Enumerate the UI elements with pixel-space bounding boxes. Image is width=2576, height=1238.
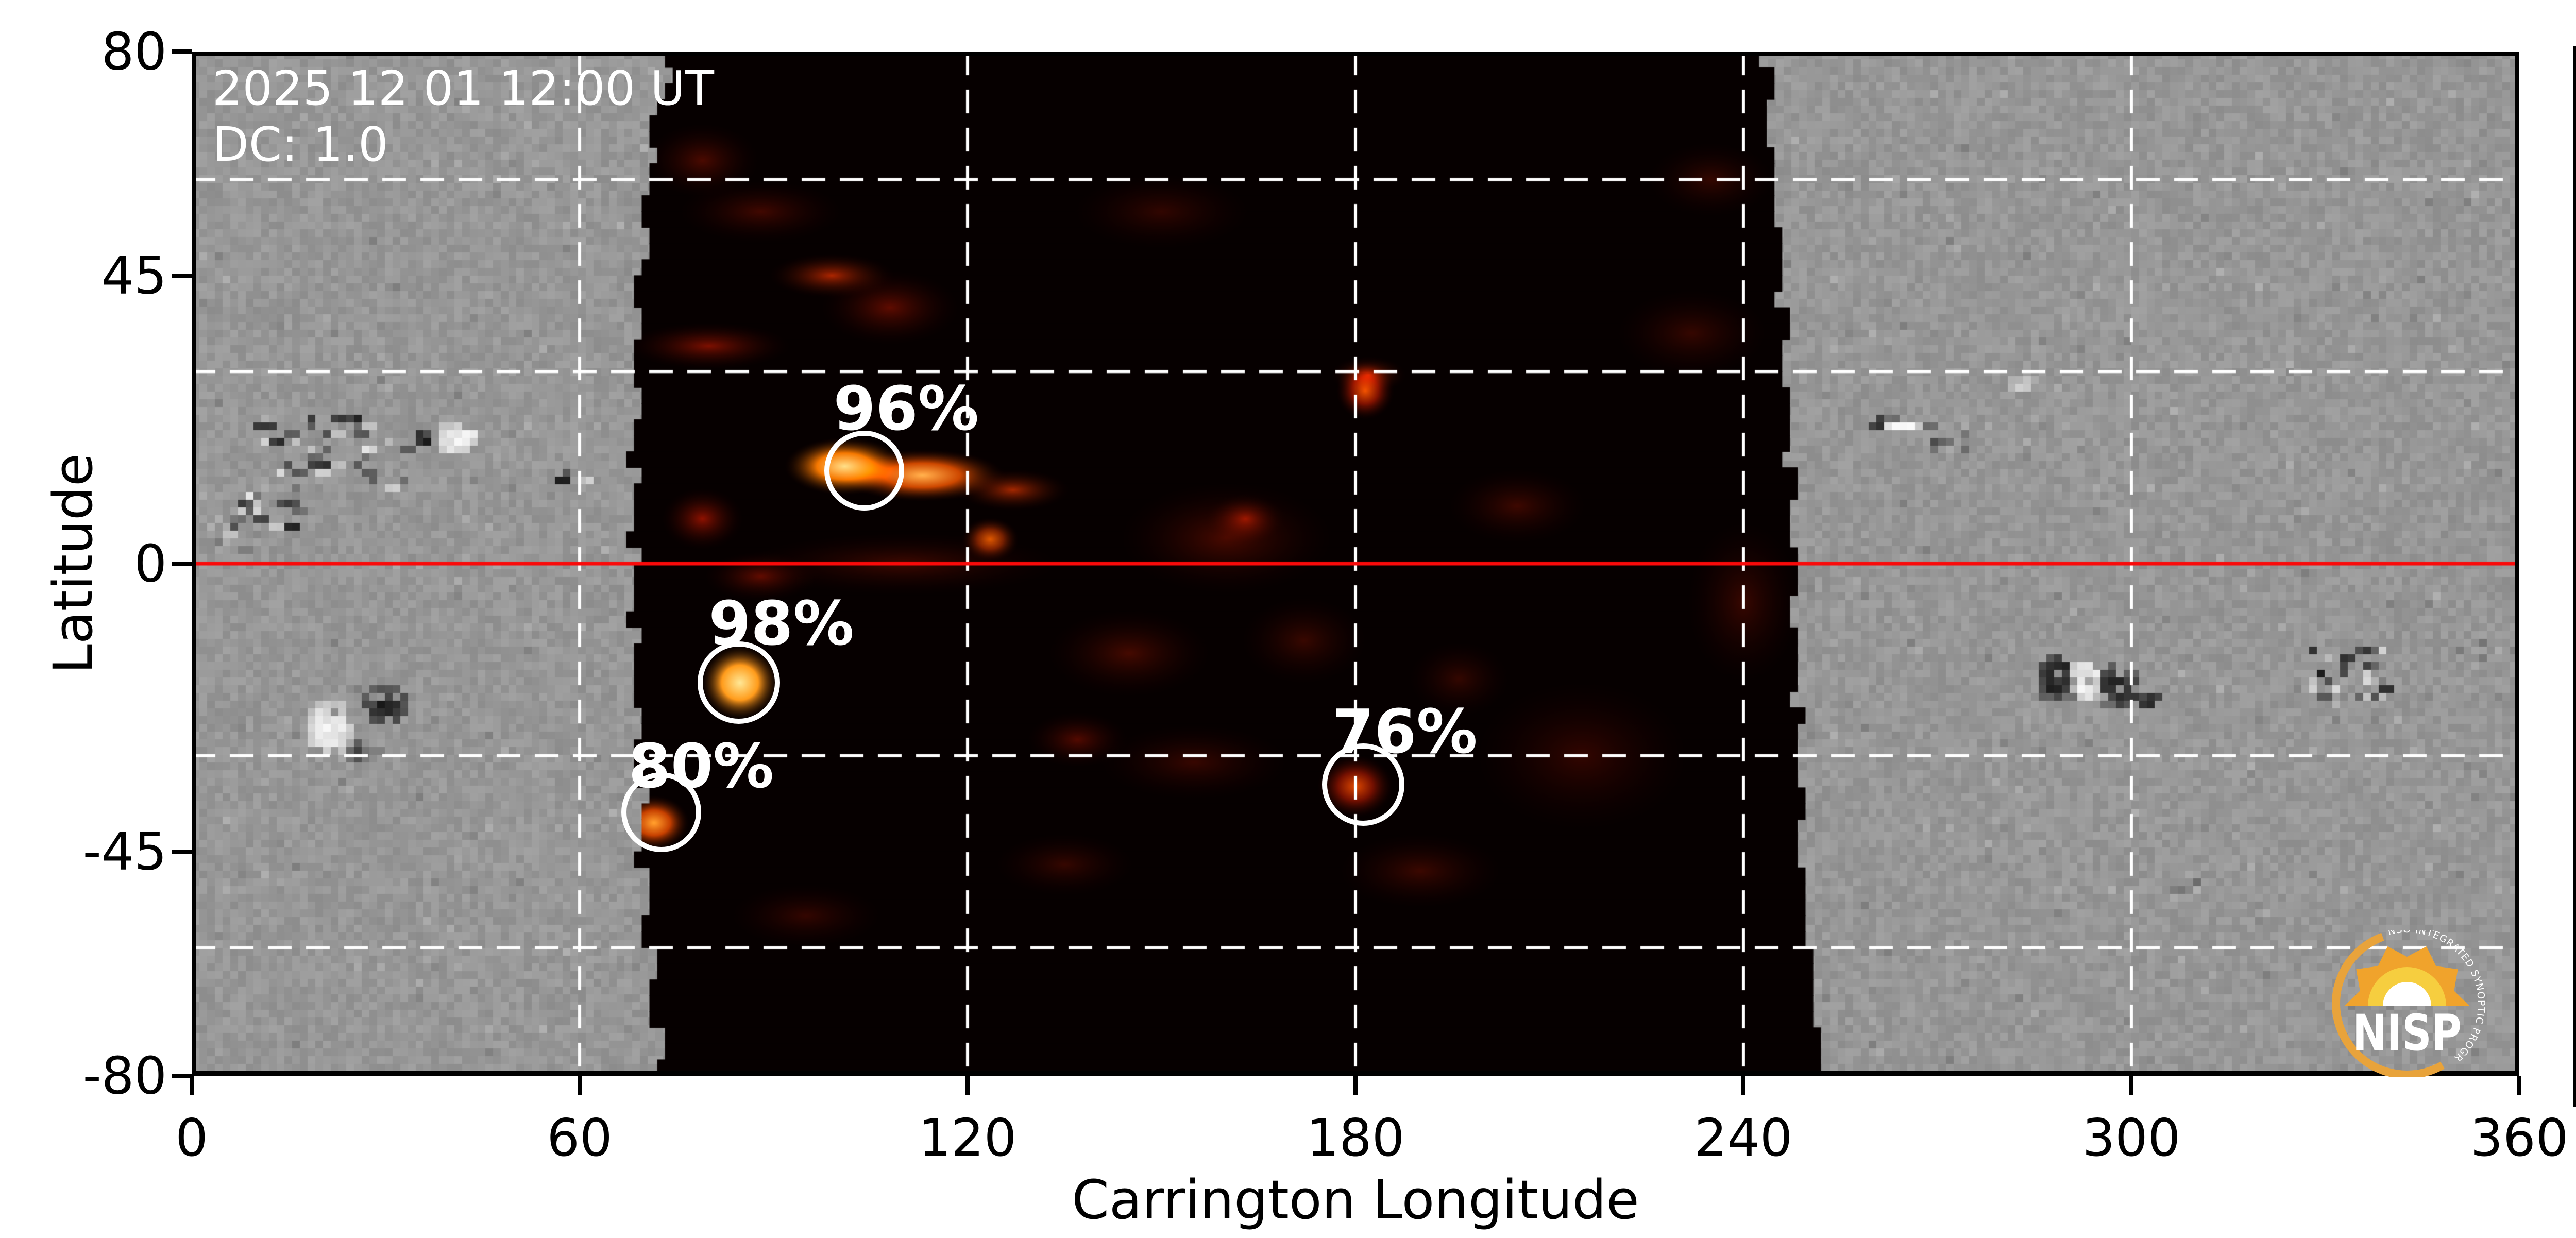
detection-circle — [1322, 743, 1405, 826]
y-tickmark — [172, 49, 192, 54]
logo-ring-arc — [2332, 932, 2445, 1077]
x-tick-label: 0 — [175, 1108, 208, 1168]
y-tick-label: 45 — [101, 245, 167, 306]
detection-label: 76% — [1332, 696, 1478, 767]
detection-circle — [824, 431, 904, 511]
x-tickmark — [2129, 1076, 2133, 1095]
farside-colorbar — [2573, 46, 2576, 1107]
x-tickmark — [965, 1076, 970, 1095]
x-tickmark — [1741, 1076, 1745, 1095]
x-tick-label: 180 — [1306, 1108, 1405, 1168]
magnetogram-heatmap — [192, 52, 2519, 1076]
x-tick-label: 300 — [2082, 1108, 2181, 1168]
y-tickmark — [172, 850, 192, 854]
detection-circle — [697, 641, 780, 724]
nisp-logo: NISP NSO INTEGRATED SYNOPTIC PROGRAM — [2325, 930, 2486, 1077]
detection-circle — [621, 772, 701, 852]
dc-value-text: DC: 1.0 — [212, 116, 388, 172]
x-tick-label: 120 — [918, 1108, 1017, 1168]
y-tickmark — [172, 1074, 192, 1078]
detection-label: 98% — [708, 587, 854, 659]
x-tick-label: 60 — [547, 1108, 613, 1168]
y-tick-label: -80 — [82, 1045, 167, 1106]
x-tickmark — [1353, 1076, 1358, 1095]
x-tickmark — [578, 1076, 582, 1095]
y-tickmark — [172, 273, 192, 278]
y-tick-label: 0 — [134, 533, 167, 594]
detection-label: 96% — [833, 373, 979, 445]
sun-core-icon — [2383, 982, 2431, 1006]
timestamp-text: 2025 12 01 12:00 UT — [212, 61, 714, 116]
y-axis-label: Latitude — [42, 453, 105, 674]
x-tickmark — [190, 1076, 194, 1095]
x-tick-label: 240 — [1694, 1108, 1793, 1168]
x-tick-label: 360 — [2470, 1108, 2569, 1168]
timestamp-overlay: 2025 12 01 12:00 UT DC: 1.0 — [212, 61, 714, 173]
y-tick-label: -45 — [82, 821, 167, 882]
x-tickmark — [2517, 1076, 2521, 1095]
y-tick-label: 80 — [101, 21, 167, 82]
y-tickmark — [172, 562, 192, 566]
logo-name-text: NISP — [2352, 1004, 2462, 1062]
detection-label: 80% — [628, 730, 774, 802]
x-axis-label: Carrington Longitude — [1072, 1168, 1639, 1231]
